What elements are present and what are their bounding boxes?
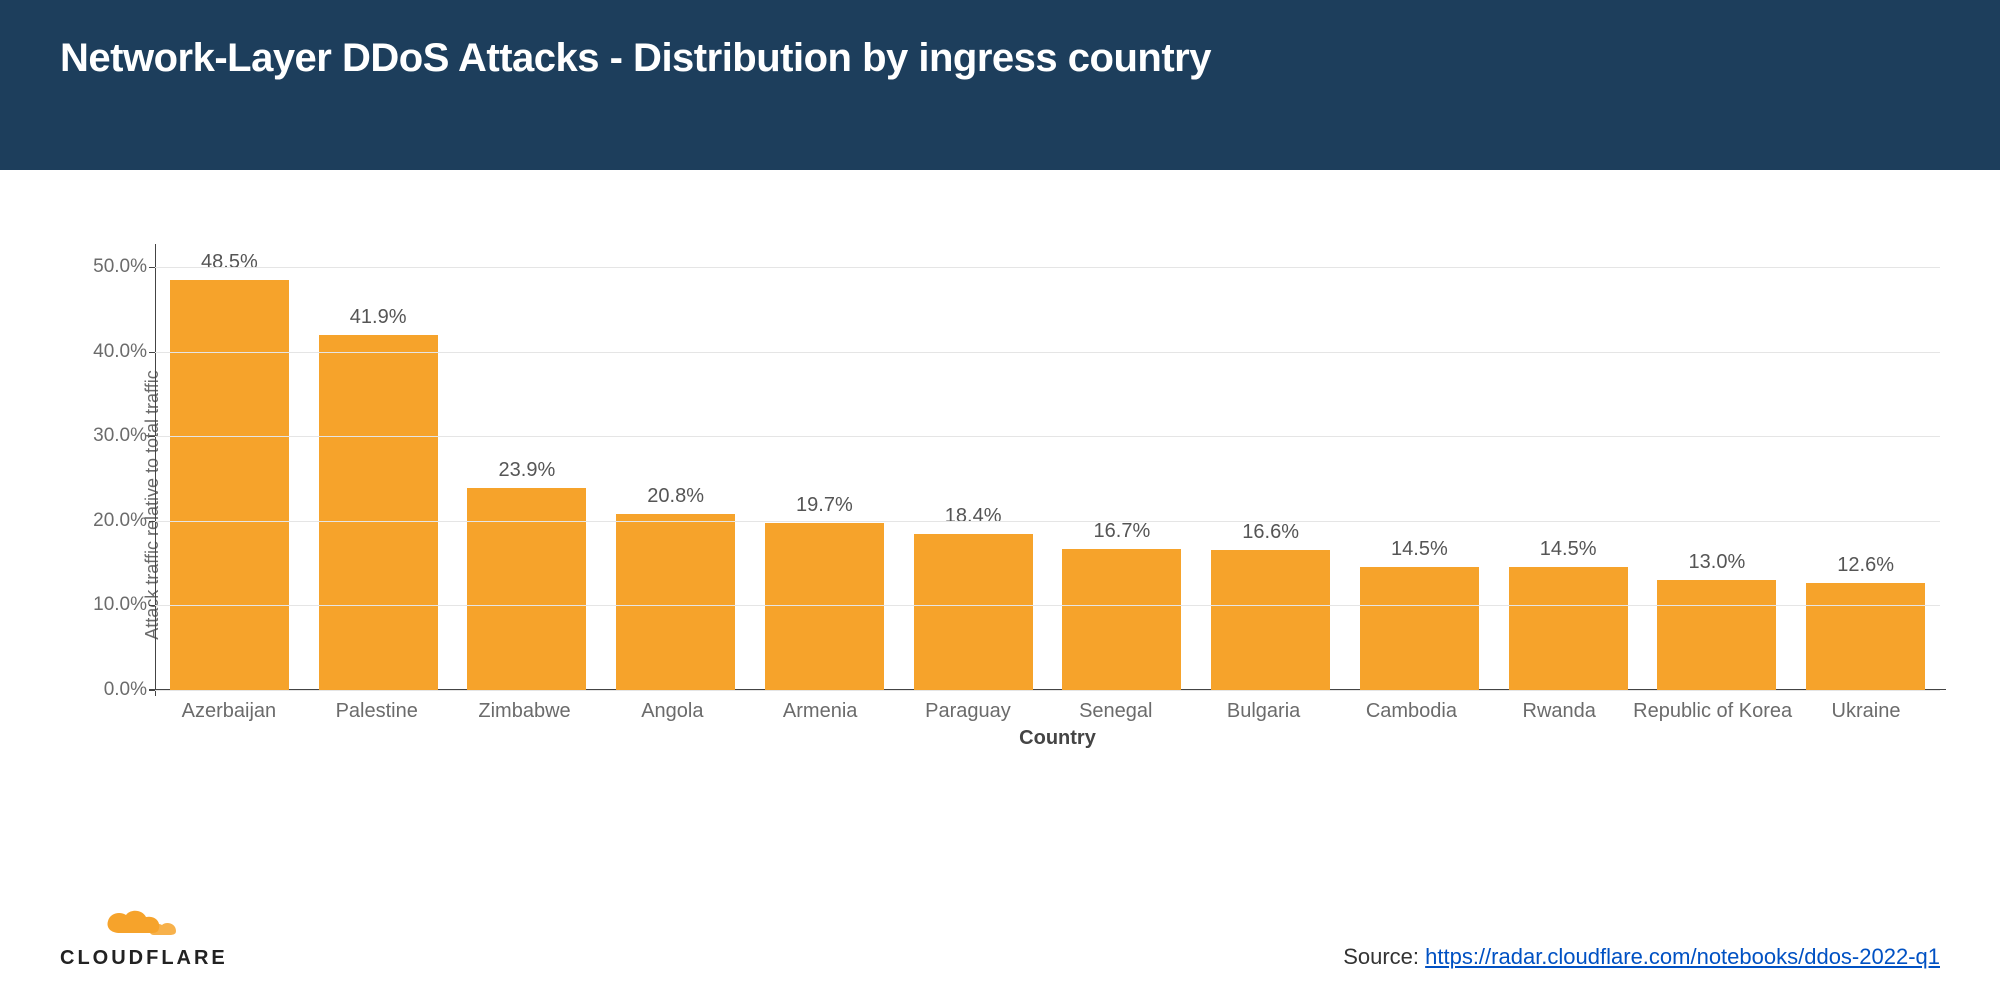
- bar-slot: 18.4%: [899, 250, 1048, 690]
- header-bar: Network-Layer DDoS Attacks - Distributio…: [0, 0, 2000, 170]
- bars-group: 48.5%41.9%23.9%20.8%19.7%18.4%16.7%16.6%…: [155, 250, 1940, 690]
- bar-slot: 48.5%: [155, 250, 304, 690]
- cloudflare-cloud-icon: [100, 905, 188, 941]
- y-tick-mark: [149, 267, 155, 268]
- x-tick-label: Armenia: [746, 700, 894, 723]
- grid-line: [155, 436, 1940, 437]
- source-prefix: Source:: [1343, 944, 1425, 969]
- bar-value-label: 16.7%: [1094, 520, 1151, 549]
- y-tick-mark: [149, 436, 155, 437]
- y-tick-label: 10.0%: [93, 594, 155, 616]
- x-tick-label: Republic of Korea: [1633, 700, 1792, 723]
- x-tick-label: Cambodia: [1338, 700, 1486, 723]
- bar: 48.5%: [170, 280, 289, 690]
- source-line: Source: https://radar.cloudflare.com/not…: [1343, 944, 1940, 970]
- y-tick-label: 0.0%: [104, 679, 155, 701]
- bar-slot: 14.5%: [1345, 250, 1494, 690]
- bar: 13.0%: [1657, 580, 1776, 690]
- bar-value-label: 14.5%: [1391, 538, 1448, 567]
- bar-value-label: 16.6%: [1242, 521, 1299, 550]
- y-tick-label: 40.0%: [93, 341, 155, 363]
- bar-value-label: 41.9%: [350, 306, 407, 335]
- bar-value-label: 19.7%: [796, 494, 853, 523]
- bar-slot: 20.8%: [601, 250, 750, 690]
- x-tick-label: Bulgaria: [1190, 700, 1338, 723]
- y-tick-mark: [149, 690, 155, 691]
- logo-text: CLOUDFLARE: [60, 947, 228, 970]
- bar-slot: 16.7%: [1048, 250, 1197, 690]
- bar-value-label: 14.5%: [1540, 538, 1597, 567]
- bar-value-label: 48.5%: [201, 251, 258, 280]
- bar: 14.5%: [1360, 567, 1479, 690]
- bar: 12.6%: [1806, 583, 1925, 690]
- bar-value-label: 12.6%: [1837, 554, 1894, 583]
- plot-area: 48.5%41.9%23.9%20.8%19.7%18.4%16.7%16.6%…: [155, 250, 1940, 690]
- chart-container: Attack traffic relative to total traffic…: [0, 170, 2000, 840]
- bar-slot: 23.9%: [453, 250, 602, 690]
- x-tick-label: Rwanda: [1485, 700, 1633, 723]
- x-axis-label: Country: [155, 727, 1960, 750]
- bar: 18.4%: [914, 534, 1033, 690]
- grid-line: [155, 267, 1940, 268]
- grid-line: [155, 521, 1940, 522]
- y-tick-label: 20.0%: [93, 510, 155, 532]
- bar: 16.6%: [1211, 550, 1330, 690]
- grid-line: [155, 352, 1940, 353]
- page-title: Network-Layer DDoS Attacks - Distributio…: [60, 36, 1940, 81]
- bar-slot: 13.0%: [1643, 250, 1792, 690]
- x-tick-label: Angola: [598, 700, 746, 723]
- bar-value-label: 13.0%: [1689, 551, 1746, 580]
- bar-slot: 19.7%: [750, 250, 899, 690]
- bar-value-label: 20.8%: [647, 485, 704, 514]
- y-tick-mark: [149, 605, 155, 606]
- y-tick-mark: [149, 352, 155, 353]
- x-tick-label: Paraguay: [894, 700, 1042, 723]
- y-tick-label: 30.0%: [93, 425, 155, 447]
- bar: 41.9%: [319, 335, 438, 690]
- y-tick-label: 50.0%: [93, 256, 155, 278]
- bar-value-label: 23.9%: [499, 459, 556, 488]
- bar: 19.7%: [765, 523, 884, 690]
- x-tick-label: Zimbabwe: [451, 700, 599, 723]
- footer: CLOUDFLARE Source: https://radar.cloudfl…: [0, 840, 2000, 1000]
- bar-slot: 12.6%: [1791, 250, 1940, 690]
- x-tick-label: Palestine: [303, 700, 451, 723]
- bar-slot: 41.9%: [304, 250, 453, 690]
- x-tick-label: Azerbaijan: [155, 700, 303, 723]
- grid-line: [155, 690, 1940, 691]
- x-tick-label: Ukraine: [1792, 700, 1940, 723]
- x-tick-label: Senegal: [1042, 700, 1190, 723]
- bar: 16.7%: [1062, 549, 1181, 690]
- bar: 20.8%: [616, 514, 735, 690]
- y-tick-mark: [149, 521, 155, 522]
- bar: 14.5%: [1509, 567, 1628, 690]
- x-labels-row: AzerbaijanPalestineZimbabweAngolaArmenia…: [155, 690, 1940, 723]
- source-link[interactable]: https://radar.cloudflare.com/notebooks/d…: [1425, 944, 1940, 969]
- cloudflare-logo: CLOUDFLARE: [60, 905, 228, 970]
- bar-slot: 16.6%: [1196, 250, 1345, 690]
- bar: 23.9%: [467, 488, 586, 690]
- grid-line: [155, 605, 1940, 606]
- bar-slot: 14.5%: [1494, 250, 1643, 690]
